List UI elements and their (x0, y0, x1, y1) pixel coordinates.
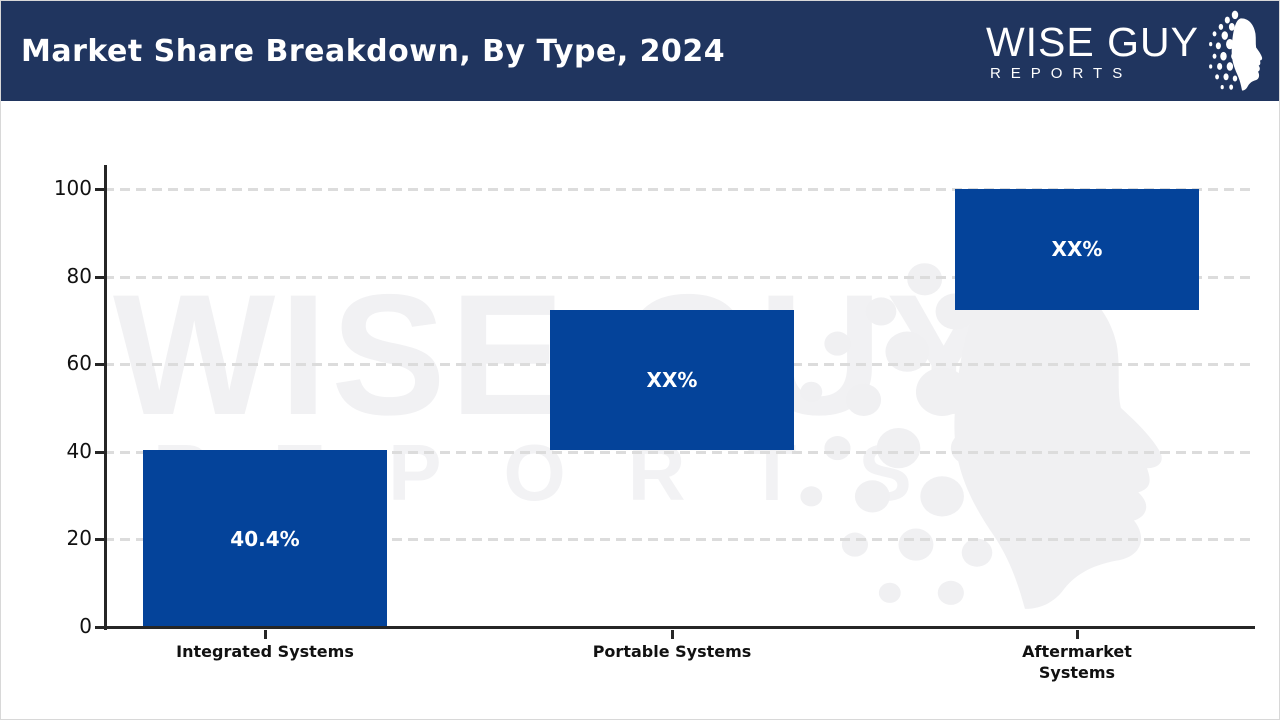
bar-segment (143, 450, 387, 627)
x-category-label: Portable Systems (592, 642, 752, 661)
y-tick-label-80: 80 (66, 263, 92, 288)
x-tick (264, 630, 267, 639)
logo-text: WISE GUY REPORTS (985, 18, 1199, 82)
y-tick-60 (95, 363, 104, 367)
y-axis-line (104, 165, 107, 630)
header-bar: Market Share Breakdown, By Type, 2024 WI… (1, 1, 1279, 101)
y-tick-100 (95, 188, 104, 191)
y-tick-label-60: 60 (66, 351, 92, 376)
y-tick-20 (95, 538, 104, 542)
y-tick-label-40: 40 (66, 438, 92, 463)
gridline-80 (104, 275, 1255, 279)
bar-value-label: 40.4% (230, 526, 300, 551)
logo-subtitle: REPORTS (989, 64, 1133, 82)
x-tick (671, 630, 674, 639)
bar-segment (550, 309, 794, 451)
bar-value-label: XX% (1051, 237, 1103, 262)
y-tick-label-100: 100 (53, 176, 92, 200)
gridline-100 (104, 188, 1255, 191)
bar-value-label: XX% (646, 367, 698, 392)
gridline-40 (104, 450, 1255, 454)
x-tick (1076, 630, 1079, 639)
logo-head-icon (1209, 10, 1263, 91)
y-tick-80 (95, 275, 104, 279)
x-axis-line (104, 626, 1255, 629)
gridline-20 (104, 538, 1255, 542)
y-tick-label-20: 20 (66, 526, 92, 551)
chart-title: Market Share Breakdown, By Type, 2024 (21, 33, 726, 69)
y-tick-40 (95, 450, 104, 454)
y-tick-label-0: 0 (79, 614, 92, 638)
wiseguy-logo: WISE GUY REPORTS (986, 8, 1267, 94)
x-category-label: Integrated Systems (176, 642, 354, 661)
bar-segment (955, 189, 1199, 310)
x-category-label: Aftermarket Systems (1022, 642, 1132, 682)
y-tick-0 (95, 626, 104, 629)
logo-wordmark: WISE GUY (985, 18, 1199, 65)
